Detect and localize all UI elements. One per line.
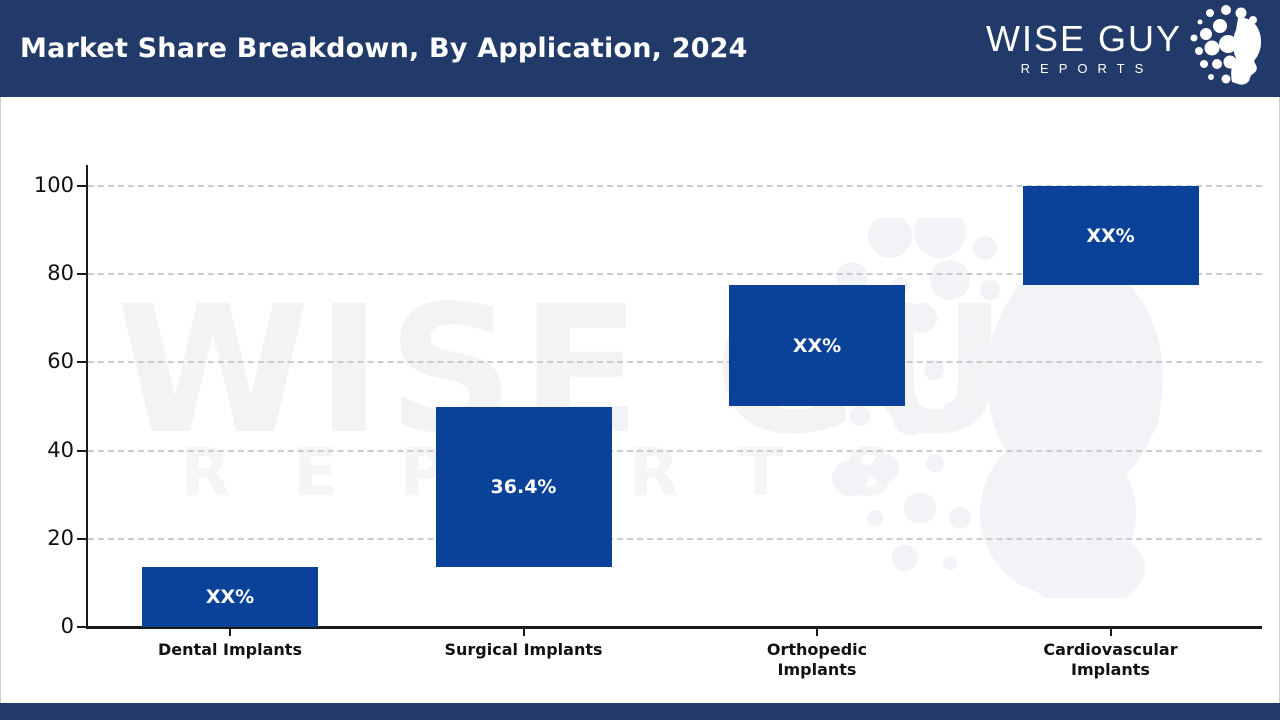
y-tick-0 [77, 626, 86, 628]
y-tick-label-100: 100 [33, 173, 74, 197]
logo-text: WISE GUY REPORTS [985, 18, 1182, 77]
x-tick-4 [1109, 628, 1112, 636]
bar-orthopedic-implants: XX% [729, 285, 905, 407]
y-tick-40 [77, 449, 86, 452]
x-tick-3 [816, 628, 818, 636]
logo-subtext: REPORTS [1020, 61, 1154, 76]
wise-guy-reports-logo: WISE GUY REPORTS [986, 4, 1280, 94]
x-tick-2 [522, 628, 525, 636]
logo-wordmark: WISE GUY [985, 18, 1182, 59]
category-label: Cardiovascular Implants [1043, 640, 1178, 679]
y-tick-80 [77, 273, 86, 276]
y-tick-60 [77, 361, 86, 364]
category-label: Orthopedic Implants [766, 640, 868, 679]
y-tick-label-40: 40 [47, 437, 74, 462]
y-tick-20 [77, 537, 86, 540]
logo-head-dots-icon [1186, 4, 1266, 94]
gridline-y100 [88, 185, 1262, 187]
x-tick-1 [229, 628, 231, 636]
gridline-y60 [88, 361, 1262, 364]
category-label: Surgical Implants [444, 640, 603, 659]
bar-value-label: 36.4% [490, 475, 557, 498]
y-tick-100 [77, 185, 86, 187]
gridline-y40 [88, 449, 1262, 452]
header-band: Market Share Breakdown, By Application, … [0, 0, 1280, 97]
y-tick-label-20: 20 [47, 525, 74, 550]
y-axis-line [86, 165, 88, 629]
bar-value-label: XX% [792, 334, 842, 357]
bar-value-label: XX% [1086, 224, 1135, 247]
page-title: Market Share Breakdown, By Application, … [20, 33, 748, 64]
bar-dental-implants: XX% [142, 567, 318, 627]
x-axis-line [86, 626, 1262, 629]
bar-value-label: XX% [205, 586, 255, 608]
bar-cardiovascular-implants: XX% [1022, 186, 1199, 286]
y-tick-label-80: 80 [47, 261, 74, 286]
watermark-wordmark: WISE GUY [116, 268, 1147, 473]
category-label: Dental Implants [158, 640, 302, 659]
y-tick-label-60: 60 [47, 349, 74, 374]
y-tick-label-0: 0 [60, 614, 74, 638]
bar-surgical-implants: 36.4% [435, 406, 612, 568]
gridline-y80 [88, 273, 1262, 276]
footer-band [0, 703, 1280, 720]
gridline-y20 [88, 537, 1262, 540]
